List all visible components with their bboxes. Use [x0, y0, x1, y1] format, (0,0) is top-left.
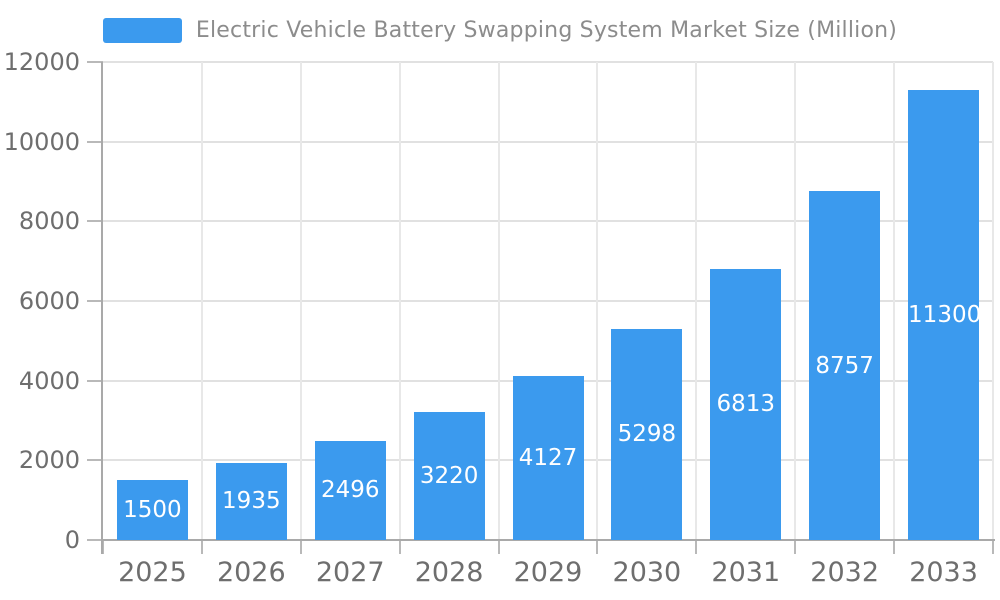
bar-value-label: 3220: [419, 462, 479, 489]
y-axis-tick-label: 0: [64, 526, 80, 554]
x-axis-tick: [992, 540, 994, 554]
legend[interactable]: Electric Vehicle Battery Swapping System…: [0, 18, 1000, 43]
v-gridline: [695, 62, 698, 540]
bar[interactable]: [215, 462, 287, 540]
x-axis-tick: [398, 540, 401, 554]
y-axis-tick-label: 10000: [3, 127, 80, 156]
x-axis-tick: [596, 540, 599, 554]
v-gridline: [596, 62, 599, 540]
legend-label[interactable]: Electric Vehicle Battery Swapping System…: [195, 18, 898, 43]
y-axis-line: [101, 62, 103, 554]
bar[interactable]: [512, 375, 584, 540]
h-gridline: [103, 61, 993, 63]
y-axis-tick-label: 2000: [18, 446, 80, 475]
bar-value-label: 1935: [222, 488, 281, 515]
x-axis-tick-label: 2033: [909, 557, 978, 588]
x-axis-tick: [695, 540, 698, 554]
x-axis-tick-label: 2027: [315, 557, 385, 588]
h-gridline: [103, 220, 993, 223]
y-axis-tick-label: 12000: [3, 48, 80, 76]
bar-value-label: 2496: [320, 477, 380, 504]
bar-value-label: 4127: [518, 444, 578, 471]
y-axis-tick-label: 8000: [18, 207, 80, 236]
bar-value-label: 6813: [716, 391, 776, 418]
x-axis-tick-label: 2026: [216, 557, 286, 588]
v-gridline: [398, 62, 401, 540]
y-axis-tick: [87, 459, 103, 462]
y-axis-tick-label: 6000: [18, 287, 80, 315]
x-axis-tick: [794, 540, 797, 554]
y-axis-tick: [87, 539, 103, 541]
bar[interactable]: [413, 411, 485, 540]
x-axis-tick-label: 2032: [810, 557, 880, 588]
v-gridline: [794, 62, 797, 540]
legend-swatch-icon[interactable]: [102, 18, 182, 43]
bar[interactable]: [314, 440, 386, 540]
x-axis-tick-label: 2025: [118, 557, 187, 588]
y-axis-tick: [87, 220, 103, 223]
x-axis-tick: [200, 540, 203, 554]
bar[interactable]: [809, 191, 881, 540]
bar[interactable]: [611, 328, 683, 540]
v-gridline: [497, 62, 500, 540]
v-gridline: [992, 62, 994, 540]
x-axis-tick-label: 2029: [513, 557, 583, 588]
v-gridline: [893, 62, 896, 540]
y-axis-tick-label: 4000: [18, 366, 80, 395]
x-axis-line: [101, 539, 995, 541]
x-axis-tick-label: 2031: [711, 557, 781, 588]
y-axis-tick: [87, 140, 103, 143]
x-axis-tick: [299, 540, 302, 554]
x-axis-tick: [102, 540, 104, 554]
bar[interactable]: [116, 480, 188, 540]
h-gridline: [103, 300, 993, 302]
y-axis-tick: [87, 61, 103, 63]
bar[interactable]: [710, 268, 782, 540]
x-axis-tick-label: 2030: [612, 557, 682, 588]
v-gridline: [299, 62, 302, 540]
bar[interactable]: [908, 89, 980, 540]
x-axis-tick: [893, 540, 896, 554]
bar-value-label: 1500: [123, 497, 182, 524]
bar-value-label: 8757: [815, 352, 874, 379]
bar-value-label: 11300: [908, 301, 982, 328]
y-axis-tick: [87, 300, 103, 302]
bar-value-label: 5298: [617, 421, 677, 448]
v-gridline: [200, 62, 203, 540]
x-axis-tick-label: 2028: [414, 557, 484, 588]
y-axis-tick: [87, 379, 103, 382]
x-axis-tick: [497, 540, 500, 554]
h-gridline: [103, 140, 993, 143]
